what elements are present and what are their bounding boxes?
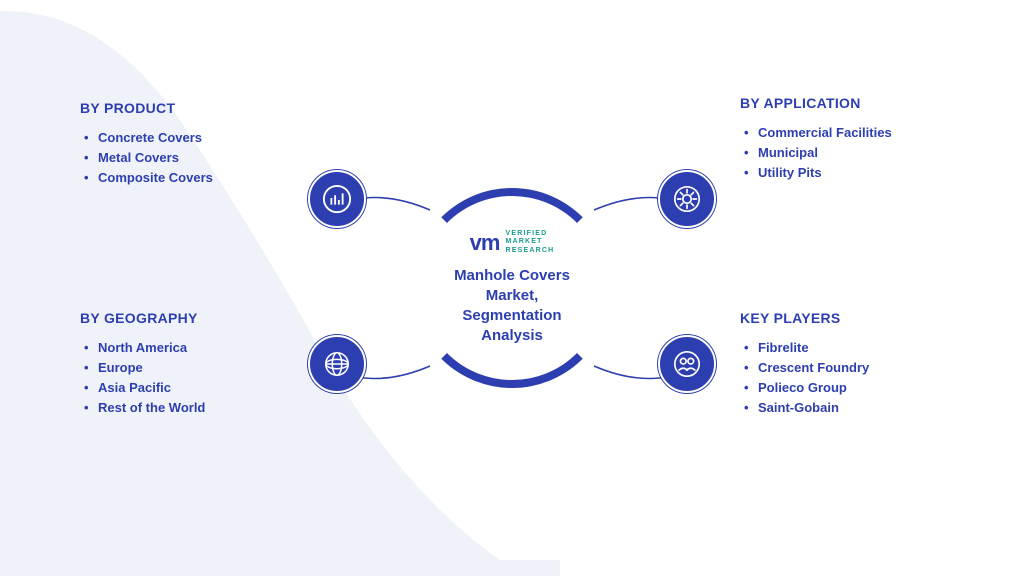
gear-icon bbox=[658, 170, 716, 228]
segment-heading: BY GEOGRAPHY bbox=[80, 310, 300, 326]
list-item: Rest of the World bbox=[82, 398, 300, 418]
segment-geography: BY GEOGRAPHY North AmericaEuropeAsia Pac… bbox=[80, 310, 300, 419]
bar-chart-icon bbox=[308, 170, 366, 228]
segment-application: BY APPLICATION Commercial FacilitiesMuni… bbox=[740, 95, 960, 183]
segment-product: BY PRODUCT Concrete CoversMetal CoversCo… bbox=[80, 100, 300, 188]
list-item: Metal Covers bbox=[82, 148, 300, 168]
list-item: Europe bbox=[82, 358, 300, 378]
people-icon bbox=[658, 335, 716, 393]
segment-key-players: KEY PLAYERS FibreliteCrescent FoundryPol… bbox=[740, 310, 960, 419]
hub-arc-bottom bbox=[412, 188, 612, 388]
segment-list: FibreliteCrescent FoundryPolieco GroupSa… bbox=[740, 338, 960, 419]
list-item: Concrete Covers bbox=[82, 128, 300, 148]
list-item: Fibrelite bbox=[742, 338, 960, 358]
center-hub: vm VERIFIED MARKET RESEARCH Manhole Cove… bbox=[392, 168, 632, 408]
segment-list: North AmericaEuropeAsia PacificRest of t… bbox=[80, 338, 300, 419]
globe-icon bbox=[308, 335, 366, 393]
segment-list: Concrete CoversMetal CoversComposite Cov… bbox=[80, 128, 300, 188]
list-item: North America bbox=[82, 338, 300, 358]
list-item: Composite Covers bbox=[82, 168, 300, 188]
list-item: Commercial Facilities bbox=[742, 123, 960, 143]
segment-list: Commercial FacilitiesMunicipalUtility Pi… bbox=[740, 123, 960, 183]
segment-heading: BY APPLICATION bbox=[740, 95, 960, 111]
list-item: Crescent Foundry bbox=[742, 358, 960, 378]
list-item: Polieco Group bbox=[742, 378, 960, 398]
list-item: Utility Pits bbox=[742, 163, 960, 183]
segment-heading: KEY PLAYERS bbox=[740, 310, 960, 326]
list-item: Asia Pacific bbox=[82, 378, 300, 398]
list-item: Saint-Gobain bbox=[742, 398, 960, 418]
segment-heading: BY PRODUCT bbox=[80, 100, 300, 116]
list-item: Municipal bbox=[742, 143, 960, 163]
